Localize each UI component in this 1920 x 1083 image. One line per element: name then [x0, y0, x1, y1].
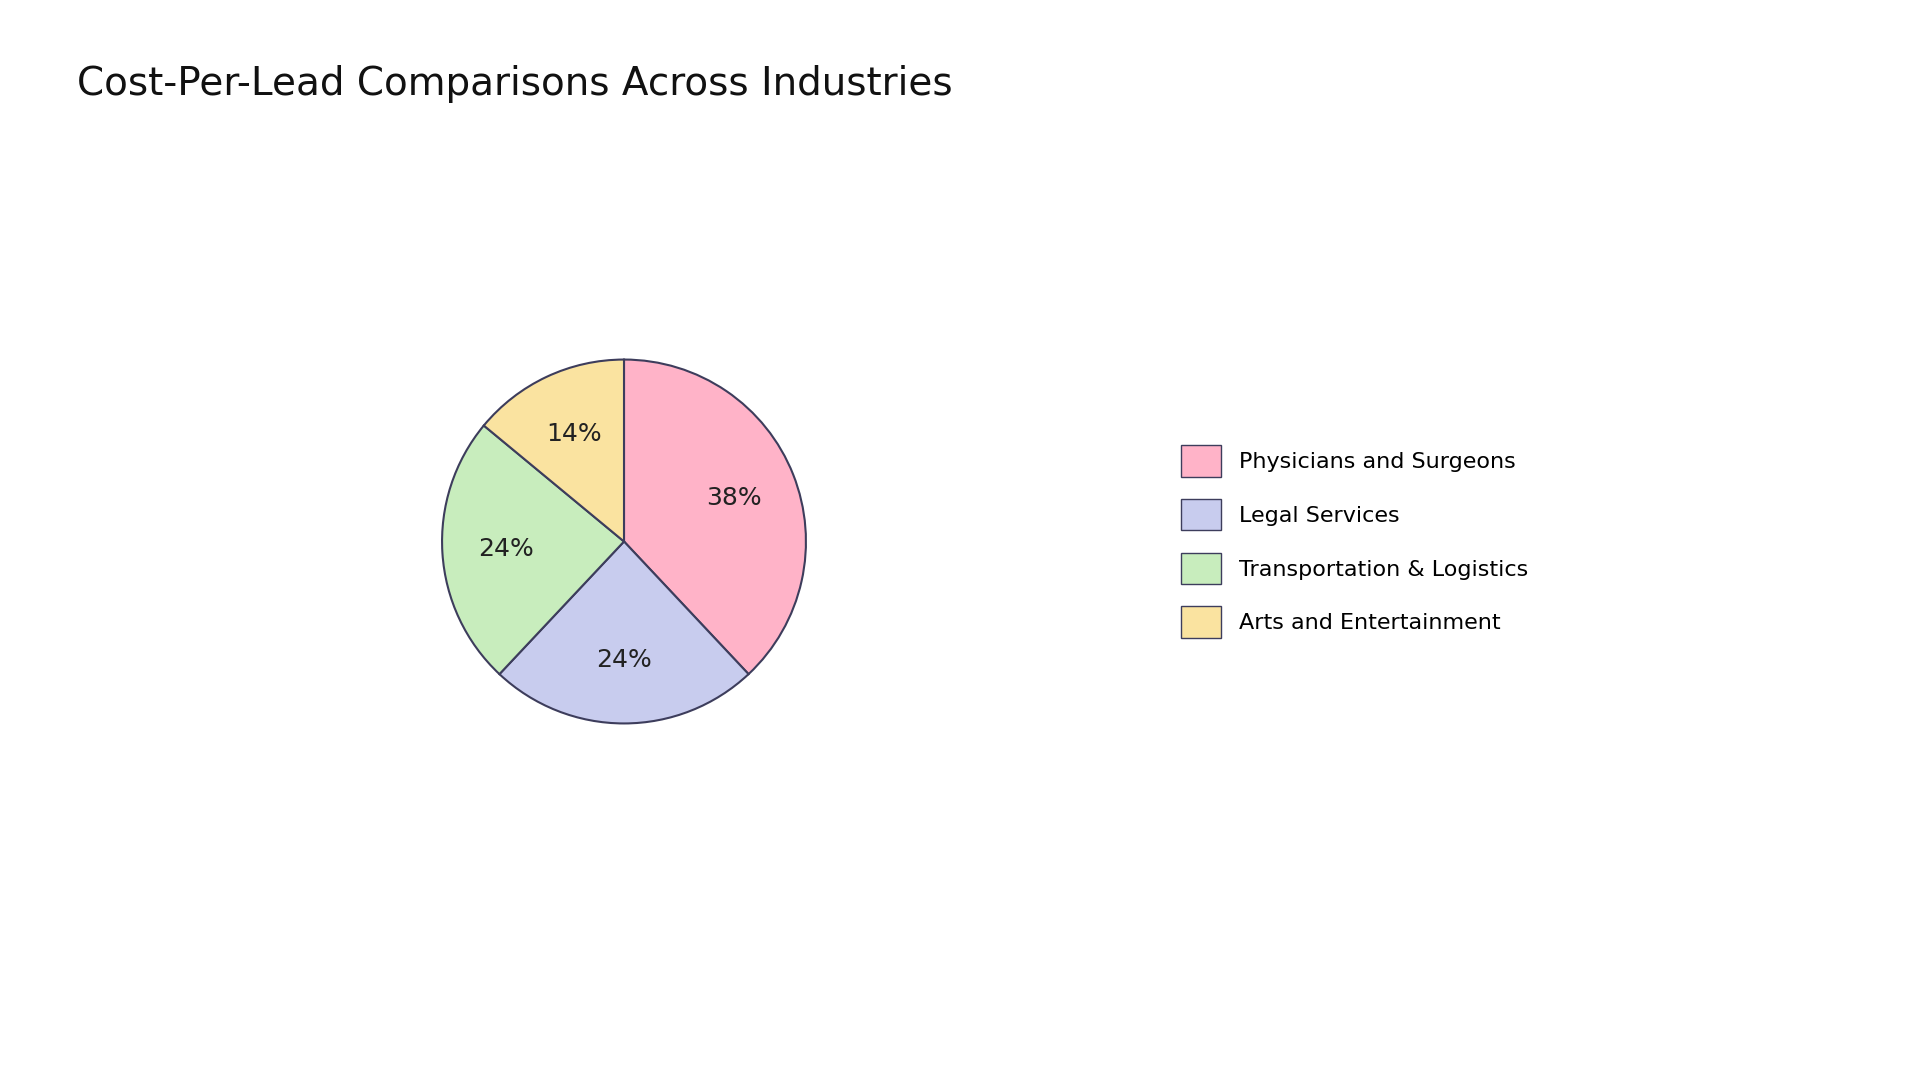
Wedge shape — [484, 360, 624, 542]
Wedge shape — [442, 426, 624, 674]
Text: 38%: 38% — [707, 486, 762, 510]
Legend: Physicians and Surgeons, Legal Services, Transportation & Logistics, Arts and En: Physicians and Surgeons, Legal Services,… — [1164, 428, 1546, 655]
Text: 24%: 24% — [478, 537, 534, 561]
Text: 24%: 24% — [595, 648, 653, 671]
Text: 14%: 14% — [545, 422, 601, 446]
Wedge shape — [624, 360, 806, 674]
Text: Cost-Per-Lead Comparisons Across Industries: Cost-Per-Lead Comparisons Across Industr… — [77, 65, 952, 103]
Wedge shape — [499, 542, 749, 723]
